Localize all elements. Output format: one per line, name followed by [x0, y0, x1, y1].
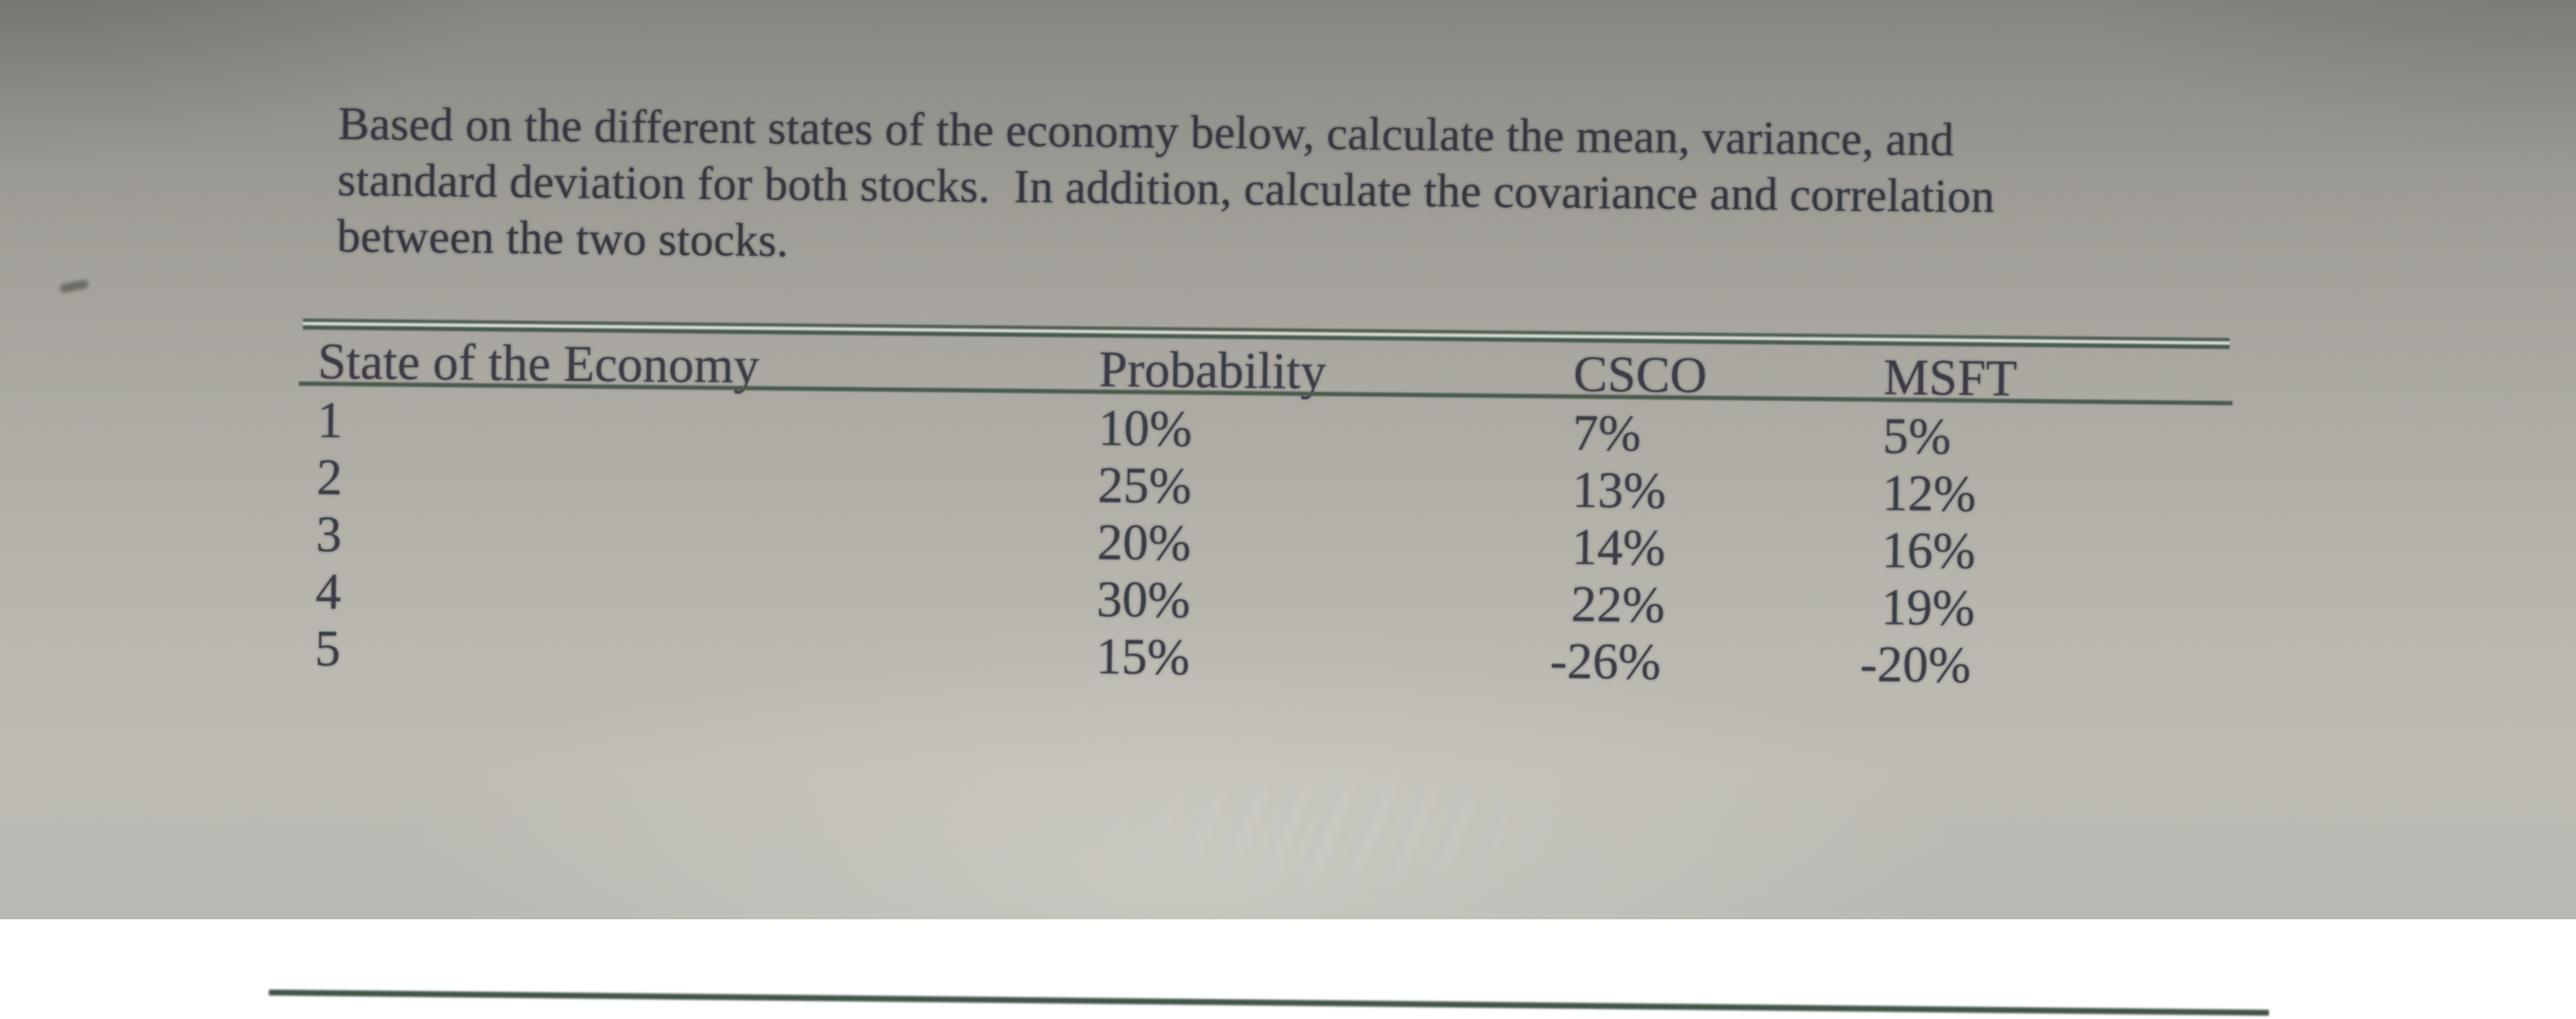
- cell-msft-value: -20%: [1860, 636, 1971, 693]
- column-header-csco: CSCO: [1573, 343, 1883, 398]
- cell-csco: 22%: [1571, 576, 1880, 636]
- cell-state: 2: [301, 449, 1098, 514]
- column-header-msft: MSFT: [1882, 346, 2230, 401]
- cell-msft: 19%: [1879, 579, 2228, 640]
- cell-csco: 13%: [1572, 462, 1881, 522]
- cell-probability: 30%: [1096, 571, 1572, 633]
- cell-csco: 7%: [1573, 405, 1882, 465]
- photo-background: Based on the different states of the eco…: [0, 0, 2576, 919]
- column-header-state: State of the Economy: [302, 330, 1100, 389]
- economy-table: State of the Economy Probability CSCO MS…: [303, 319, 2230, 338]
- table-bottom-rule: [269, 989, 2269, 1016]
- document-content: Based on the different states of the eco…: [0, 0, 2576, 942]
- cell-msft: 12%: [1880, 465, 2228, 526]
- cell-probability: 20%: [1097, 514, 1573, 576]
- cell-state: 4: [300, 563, 1097, 628]
- cell-state: 1: [302, 392, 1099, 457]
- cell-probability: 25%: [1097, 457, 1573, 519]
- cell-csco: -26%: [1570, 633, 1879, 694]
- cell-csco-value: -26%: [1550, 633, 1661, 690]
- cell-msft: 5%: [1881, 408, 2229, 469]
- cell-state: 3: [301, 506, 1098, 571]
- cell-msft: -20%: [1878, 636, 2227, 697]
- table-body: 1 10% 7% 5% 2 25% 13% 12% 3 20% 14% 16%: [299, 392, 2228, 697]
- problem-statement: Based on the different states of the eco…: [336, 95, 2425, 285]
- cell-state: 5: [299, 620, 1096, 685]
- cell-probability: 15%: [1095, 628, 1571, 690]
- cell-msft: 16%: [1880, 522, 2228, 583]
- cell-csco: 14%: [1572, 519, 1881, 579]
- cell-probability: 10%: [1098, 400, 1573, 462]
- column-header-probability: Probability: [1099, 337, 1574, 394]
